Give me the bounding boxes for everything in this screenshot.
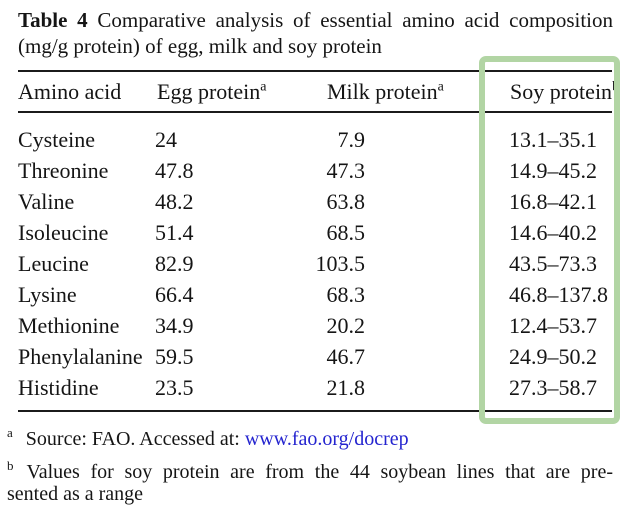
table-caption-line1: Table 4 Comparative analysis of essentia… bbox=[18, 7, 613, 33]
footnote-b-marker: b bbox=[7, 458, 14, 474]
milk-protein-value: 103.5 bbox=[315, 251, 366, 276]
egg-protein-value: 34.9 bbox=[155, 313, 194, 338]
table-row: Lysine 66.4 68.3 46.8–137.8 bbox=[0, 283, 625, 314]
egg-protein-value: 47.8 bbox=[155, 158, 194, 183]
amino-acid-name: Cysteine bbox=[18, 127, 95, 152]
footnote-a-text: Source: FAO. Accessed at: bbox=[25, 428, 240, 450]
footnote-b-line2: sented as a range bbox=[7, 483, 144, 505]
soy-protein-value: 24.9–50.2 bbox=[509, 344, 597, 369]
amino-acid-name: Valine bbox=[18, 189, 75, 214]
table-body: Cysteine 24 7.9 13.1–35.1 Threonine 47.8… bbox=[0, 128, 625, 407]
table-row: Threonine 47.8 47.3 14.9–45.2 bbox=[0, 159, 625, 190]
table-row: Phenylalanine 59.5 46.7 24.9–50.2 bbox=[0, 345, 625, 376]
footnote-b-text: Values for soy protein are from the 44 s… bbox=[26, 461, 614, 483]
table-row: Histidine 23.5 21.8 27.3–58.7 bbox=[0, 376, 625, 407]
amino-acid-name: Leucine bbox=[18, 251, 89, 276]
milk-protein-value: 47.3 bbox=[326, 158, 366, 183]
milk-protein-value: 7.9 bbox=[337, 127, 366, 152]
egg-protein-value: 24 bbox=[155, 127, 177, 152]
soy-protein-value: 12.4–53.7 bbox=[509, 313, 597, 338]
column-header-milk-protein: Milk proteina bbox=[327, 79, 444, 104]
egg-protein-value: 66.4 bbox=[155, 282, 194, 307]
table-top-rule bbox=[18, 70, 612, 72]
soy-protein-column-highlight-box bbox=[479, 56, 620, 424]
column-header-egg-protein: Egg proteina bbox=[157, 79, 267, 104]
table-header-row: Amino acid Egg proteina Milk proteina So… bbox=[0, 80, 625, 108]
table-header-rule bbox=[18, 111, 612, 113]
column-header-amino-acid: Amino acid bbox=[18, 79, 122, 104]
milk-protein-value: 20.2 bbox=[326, 313, 366, 338]
amino-acid-name: Methionine bbox=[18, 313, 120, 338]
table-caption: Table 4 Comparative analysis of essentia… bbox=[18, 7, 613, 59]
amino-acid-name: Isoleucine bbox=[18, 220, 109, 245]
footnote-marker-a: a bbox=[260, 79, 267, 95]
soy-protein-value: 46.8–137.8 bbox=[509, 282, 608, 307]
soy-protein-value: 14.9–45.2 bbox=[509, 158, 597, 183]
egg-protein-value: 59.5 bbox=[155, 344, 194, 369]
egg-protein-value: 51.4 bbox=[155, 220, 194, 245]
footnote-a: a Source: FAO. Accessed at: www.fao.org/d… bbox=[7, 425, 409, 451]
milk-protein-value: 68.5 bbox=[326, 220, 366, 245]
amino-acid-name: Phenylalanine bbox=[18, 344, 143, 369]
egg-protein-value: 48.2 bbox=[155, 189, 194, 214]
table-bottom-rule bbox=[18, 410, 612, 412]
soy-protein-value: 13.1–35.1 bbox=[509, 127, 597, 152]
soy-protein-value: 43.5–73.3 bbox=[509, 251, 597, 276]
egg-protein-value: 23.5 bbox=[155, 375, 194, 400]
table-row: Valine 48.2 63.8 16.8–42.1 bbox=[0, 190, 625, 221]
soy-protein-value: 27.3–58.7 bbox=[509, 375, 597, 400]
amino-acid-name: Histidine bbox=[18, 375, 99, 400]
amino-acid-name: Threonine bbox=[18, 158, 109, 183]
table-row: Leucine 82.9 103.5 43.5–73.3 bbox=[0, 252, 625, 283]
column-header-soy-protein: Soy proteinb bbox=[510, 79, 620, 104]
egg-protein-value: 82.9 bbox=[155, 251, 194, 276]
footnote-b-line1: b Values for soy protein are from the 44 … bbox=[7, 458, 614, 484]
table-caption-text: Comparative analysis of essential amino … bbox=[97, 8, 613, 32]
footnote-marker-a: a bbox=[437, 79, 444, 95]
fao-docrep-link[interactable]: www.fao.org/docrep bbox=[244, 428, 409, 450]
footnote-a-marker: a bbox=[7, 425, 13, 441]
milk-protein-value: 63.8 bbox=[326, 189, 366, 214]
soy-protein-value: 16.8–42.1 bbox=[509, 189, 597, 214]
table-number-label: Table 4 bbox=[18, 8, 88, 32]
milk-protein-value: 21.8 bbox=[326, 375, 366, 400]
table-caption-line2: (mg/g protein) of egg, milk and soy prot… bbox=[18, 34, 382, 58]
table-row: Isoleucine 51.4 68.5 14.6–40.2 bbox=[0, 221, 625, 252]
amino-acid-name: Lysine bbox=[18, 282, 77, 307]
milk-protein-value: 46.7 bbox=[326, 344, 366, 369]
table-row: Cysteine 24 7.9 13.1–35.1 bbox=[0, 128, 625, 159]
milk-protein-value: 68.3 bbox=[326, 282, 366, 307]
soy-protein-value: 14.6–40.2 bbox=[509, 220, 597, 245]
table-row: Methionine 34.9 20.2 12.4–53.7 bbox=[0, 314, 625, 345]
